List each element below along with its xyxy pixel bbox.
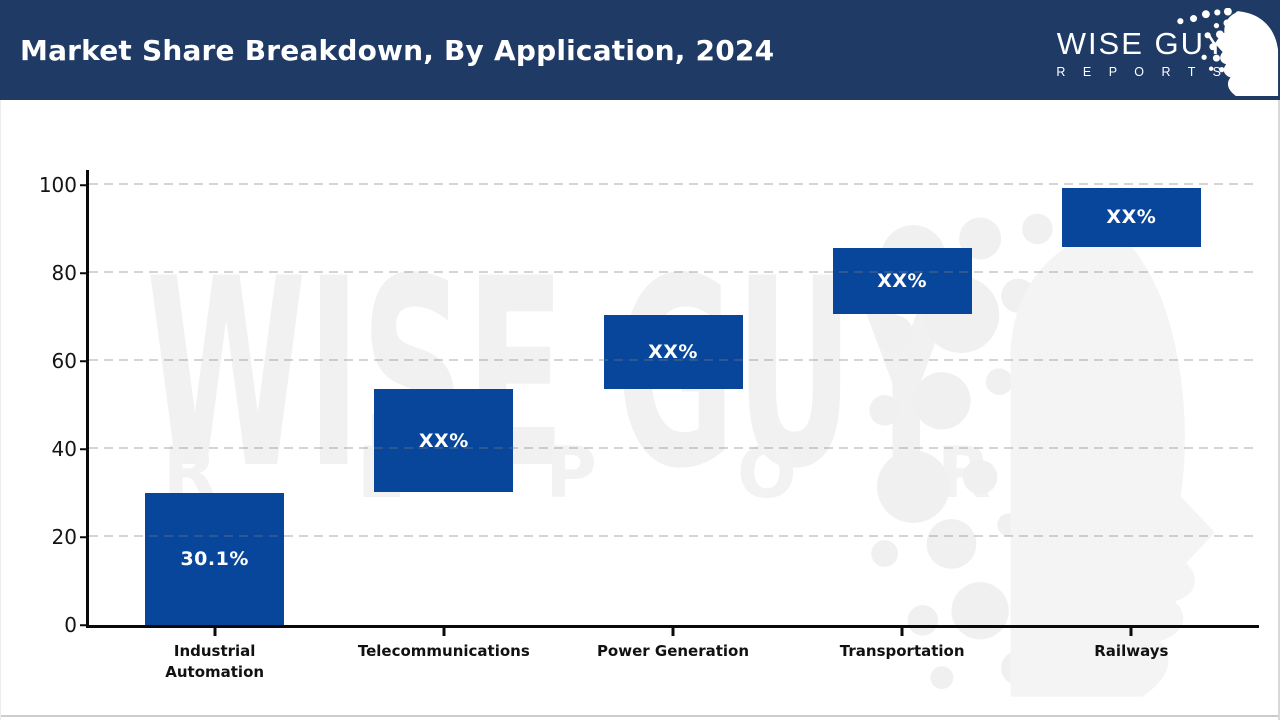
gridline-60 [89, 359, 1259, 362]
category-label-industrial-automation: Industrial Automation [165, 642, 265, 681]
y-tick-label-80: 80 [51, 261, 77, 286]
watermark-brand-name: WISE GUY [146, 224, 959, 526]
gridline-40 [89, 447, 1259, 450]
bar-value-label: XX% [648, 341, 698, 364]
bar-value-label: XX% [877, 270, 928, 293]
y-tick-label-60: 60 [51, 349, 77, 374]
y-tick-mark [80, 272, 89, 275]
x-tick-mark [671, 628, 675, 636]
brand-name: WISE GUY [1056, 25, 1228, 61]
bar-power-generation: XX% [603, 315, 743, 390]
x-tick-mark [213, 628, 217, 636]
bar-value-label: XX% [418, 429, 469, 452]
x-tick-mark [900, 628, 904, 636]
header: Market Share Breakdown, By Application, … [0, 0, 1280, 100]
y-tick-mark [80, 184, 89, 187]
gridline-80 [89, 271, 1259, 274]
plot-area: 30.1% XX% XX% XX% XX% 0 20 40 60 80 100 Industrial … [39, 170, 1259, 681]
bar-transportation: XX% [832, 248, 972, 315]
category-label-telecommunications: Telecommunications [357, 642, 530, 660]
y-tick-label-0: 0 [64, 613, 77, 637]
bar-railways: XX% [1061, 187, 1201, 248]
bar-industrial-automation: 30.1% [145, 492, 285, 625]
gridline-20 [89, 535, 1259, 538]
bar-telecommunications: XX% [374, 389, 514, 493]
category-label-power-generation: Power Generation [596, 642, 750, 660]
bar-value-label: XX% [1106, 206, 1157, 229]
x-tick-mark [1129, 628, 1133, 636]
page-title: Market Share Breakdown, By Application, … [20, 33, 775, 67]
brand-logo-text: WISE GUY R E P O R T S [1056, 26, 1228, 79]
x-tick-mark [442, 628, 446, 636]
category-label-transportation: Transportation [839, 642, 965, 660]
y-tick-label-100: 100 [38, 173, 77, 198]
bar-value-label: 30.1% [180, 547, 249, 570]
bottom-divider [1, 715, 1278, 717]
y-tick-mark [80, 623, 89, 627]
y-tick-label-40: 40 [51, 437, 77, 462]
brand-face-icon [1177, 8, 1279, 96]
y-tick-mark [80, 359, 89, 363]
y-tick-label-20: 20 [51, 525, 77, 550]
chart-area: WISE GUY R E P O R T S 30.1%XX%XX%XX%XX%… [0, 100, 1280, 720]
y-tick-mark [80, 447, 89, 451]
gridline-100 [89, 183, 1259, 186]
category-label-railways: Railways [1094, 642, 1169, 660]
brand-logo: WISE GUY R E P O R T S [1056, 6, 1280, 98]
brand-tagline: R E P O R T S [1056, 64, 1228, 79]
y-tick-mark [80, 535, 89, 539]
